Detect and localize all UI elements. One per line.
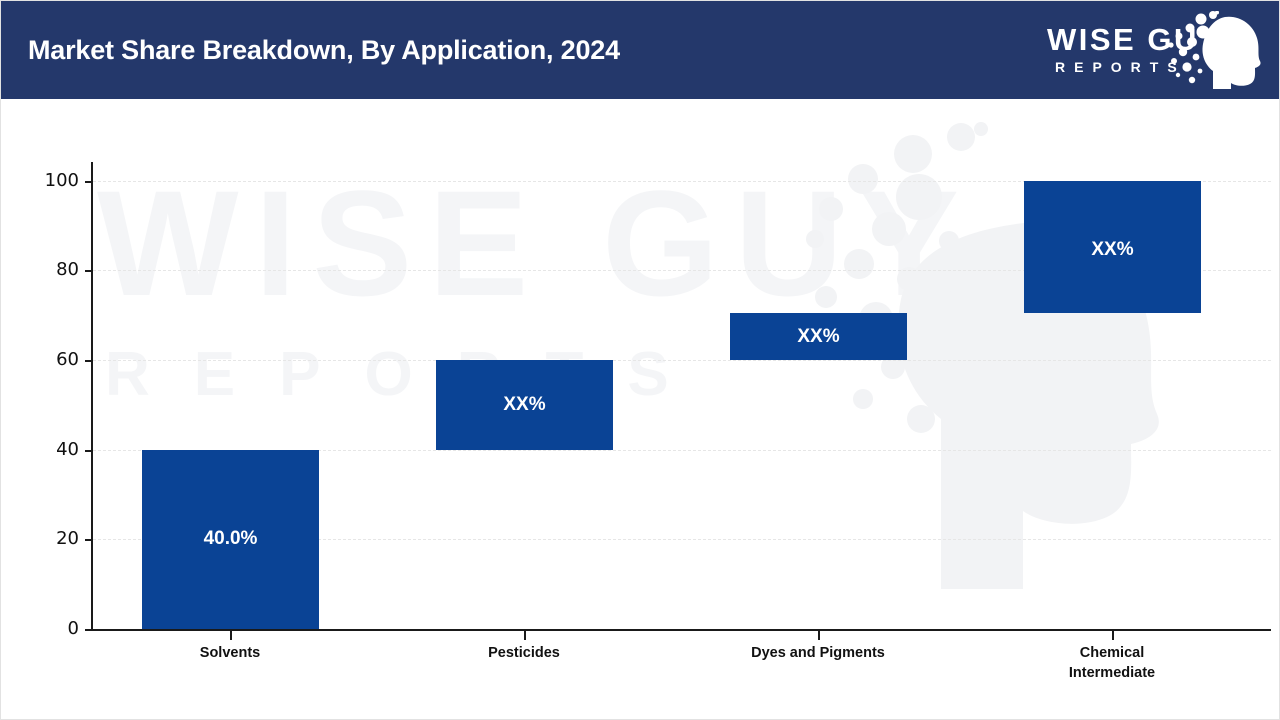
gridline-40 (93, 450, 1271, 451)
y-tick-label-20: 20 (56, 528, 79, 549)
x-tick-label-line: Intermediate (1068, 665, 1156, 681)
y-tick-mark-80 (85, 270, 92, 272)
gridline-60 (93, 360, 1271, 361)
y-tick-label-40: 40 (56, 439, 79, 460)
gridline-100 (93, 181, 1271, 182)
y-tick-label-80: 80 (56, 259, 79, 280)
page-title: Market Share Breakdown, By Application, … (28, 35, 620, 65)
x-tick-label-line: Dyes and Pigments (751, 645, 885, 661)
x-tick-label-line: Chemical (1079, 645, 1145, 661)
y-tick-mark-20 (85, 539, 92, 541)
x-tick-label-solvents: Solvents (140, 643, 320, 663)
y-tick-mark-60 (85, 360, 92, 362)
wise-guy-reports-logo: WISE GUY REPORTS (1025, 9, 1275, 91)
bar-solvents[interactable] (142, 450, 319, 629)
bar-chemical-intermediate[interactable] (1024, 181, 1201, 313)
gridline-20 (93, 539, 1271, 540)
x-axis-spine (91, 629, 1271, 631)
x-tick-label-chemical-intermediate: Chemical Intermediate (1012, 643, 1212, 683)
x-tick-mark-solvents (230, 631, 232, 640)
bar-label-pesticides: XX% (503, 394, 546, 415)
gridline-80 (93, 270, 1271, 271)
watermark-wordmark-secondary: REPORTS (105, 340, 713, 409)
y-tick-label-0: 0 (67, 618, 79, 639)
y-axis-spine (91, 162, 93, 631)
x-tick-mark-dyes-and-pigments (818, 631, 820, 640)
watermark-wordmark-primary: WISE GUY (97, 159, 976, 327)
x-tick-label-line: Pesticides (488, 645, 560, 661)
y-tick-label-100: 100 (44, 170, 79, 191)
x-tick-mark-pesticides (524, 631, 526, 640)
bar-pesticides[interactable] (436, 360, 613, 450)
x-tick-mark-chemical-intermediate (1112, 631, 1114, 640)
y-tick-mark-40 (85, 450, 92, 452)
y-tick-label-60: 60 (56, 349, 79, 370)
header-band: Market Share Breakdown, By Application, … (1, 1, 1279, 99)
x-tick-label-line: Solvents (199, 645, 261, 661)
y-tick-mark-100 (85, 181, 92, 183)
x-tick-label-pesticides: Pesticides (434, 643, 614, 663)
bar-dyes-and-pigments[interactable] (730, 313, 907, 360)
head-profile-dots-icon (1168, 11, 1261, 89)
bar-label-chemical-intermediate: XX% (1091, 239, 1134, 260)
logo-wordmark-secondary: REPORTS (1055, 59, 1186, 75)
chart-plot-area: WISE GUY REPORTS (1, 99, 1279, 719)
x-tick-label-dyes-and-pigments: Dyes and Pigments (708, 643, 928, 663)
bar-label-solvents: 40.0% (203, 528, 258, 549)
y-tick-mark-0 (85, 629, 92, 631)
bar-label-dyes-and-pigments: XX% (797, 326, 840, 347)
